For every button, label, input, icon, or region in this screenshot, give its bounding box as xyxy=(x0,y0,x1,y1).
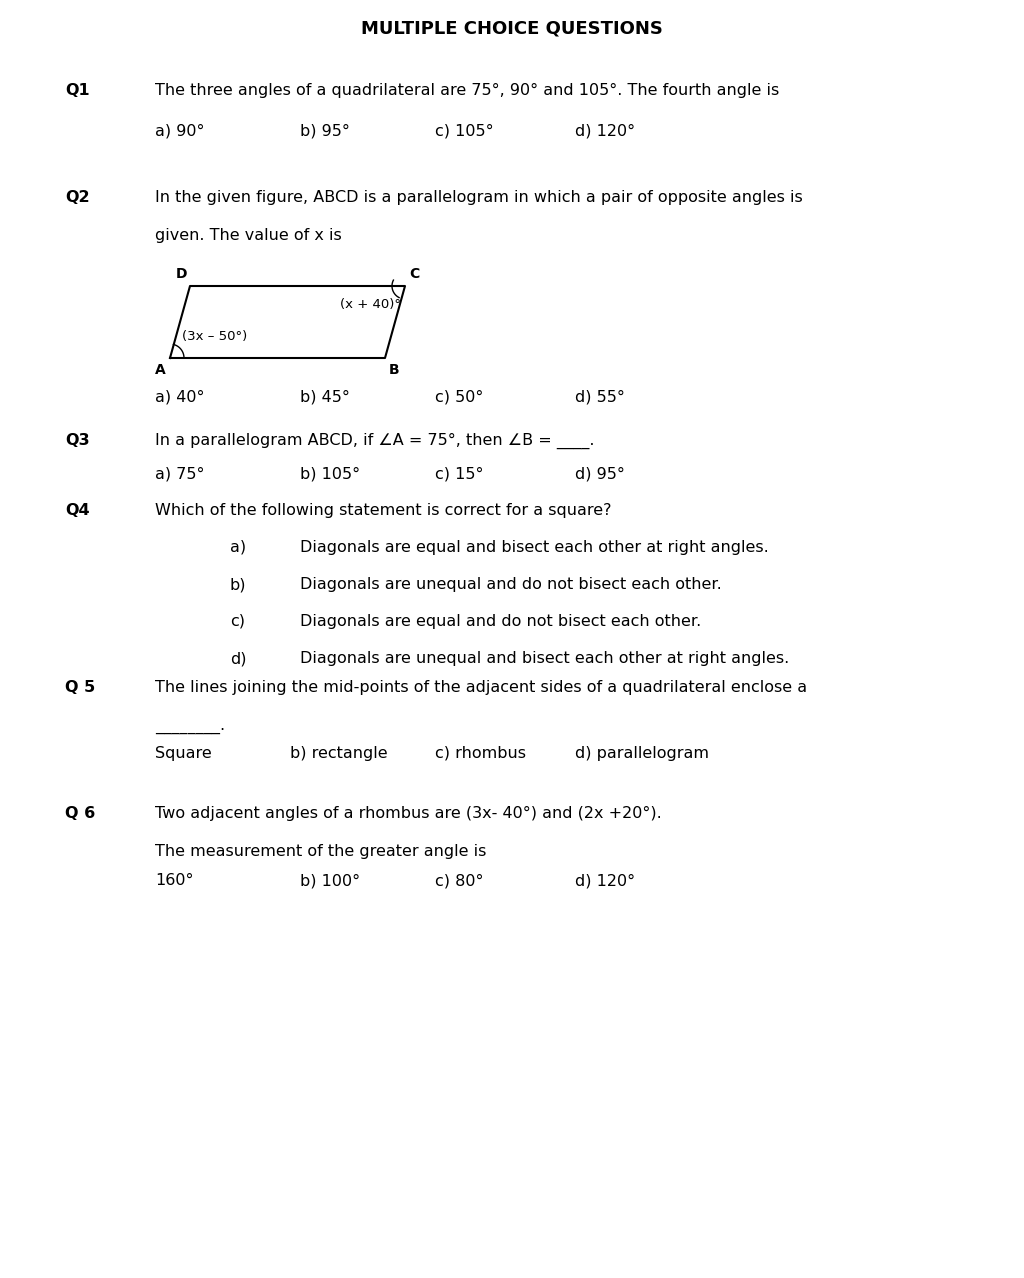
Text: Q3: Q3 xyxy=(65,433,90,449)
Text: c) 80°: c) 80° xyxy=(435,873,483,888)
Text: c) rhombus: c) rhombus xyxy=(435,746,526,760)
Text: a) 90°: a) 90° xyxy=(155,123,205,138)
Text: d) 55°: d) 55° xyxy=(575,390,625,405)
Text: Q2: Q2 xyxy=(65,190,90,204)
Text: a) 40°: a) 40° xyxy=(155,390,205,405)
Text: MULTIPLE CHOICE QUESTIONS: MULTIPLE CHOICE QUESTIONS xyxy=(361,20,663,38)
Text: a) 75°: a) 75° xyxy=(155,466,205,481)
Text: d): d) xyxy=(230,651,247,666)
Text: b): b) xyxy=(230,576,247,592)
Text: The lines joining the mid-points of the adjacent sides of a quadrilateral enclos: The lines joining the mid-points of the … xyxy=(155,680,807,695)
Text: c) 15°: c) 15° xyxy=(435,466,483,481)
Text: Square: Square xyxy=(155,746,212,760)
Text: b) 95°: b) 95° xyxy=(300,123,350,138)
Text: In the given figure, ABCD is a parallelogram in which a pair of opposite angles : In the given figure, ABCD is a parallelo… xyxy=(155,190,803,204)
Text: D: D xyxy=(175,267,187,281)
Text: b) 105°: b) 105° xyxy=(300,466,360,481)
Text: (3x – 50°): (3x – 50°) xyxy=(182,330,247,343)
Text: b) rectangle: b) rectangle xyxy=(290,746,388,760)
Text: Diagonals are unequal and do not bisect each other.: Diagonals are unequal and do not bisect … xyxy=(300,576,722,592)
Text: B: B xyxy=(389,363,399,377)
Text: given. The value of x is: given. The value of x is xyxy=(155,227,342,243)
Text: Q 5: Q 5 xyxy=(65,680,95,695)
Text: Q 6: Q 6 xyxy=(65,806,95,820)
Text: d) 120°: d) 120° xyxy=(575,123,635,138)
Text: Diagonals are equal and do not bisect each other.: Diagonals are equal and do not bisect ea… xyxy=(300,613,701,629)
Text: A: A xyxy=(156,363,166,377)
Text: c) 50°: c) 50° xyxy=(435,390,483,405)
Text: b) 100°: b) 100° xyxy=(300,873,360,888)
Text: d) 120°: d) 120° xyxy=(575,873,635,888)
Text: 160°: 160° xyxy=(155,873,194,888)
Text: c): c) xyxy=(230,613,245,629)
Text: ________.: ________. xyxy=(155,720,225,735)
Text: c) 105°: c) 105° xyxy=(435,123,494,138)
Text: b) 45°: b) 45° xyxy=(300,390,350,405)
Text: Two adjacent angles of a rhombus are (3x- 40°) and (2x +20°).: Two adjacent angles of a rhombus are (3x… xyxy=(155,806,662,820)
Text: The three angles of a quadrilateral are 75°, 90° and 105°. The fourth angle is: The three angles of a quadrilateral are … xyxy=(155,83,779,98)
Text: a): a) xyxy=(230,541,246,555)
Text: (x + 40)°: (x + 40)° xyxy=(340,298,401,311)
Text: Q4: Q4 xyxy=(65,504,90,518)
Text: Q1: Q1 xyxy=(65,83,90,98)
Text: Diagonals are unequal and bisect each other at right angles.: Diagonals are unequal and bisect each ot… xyxy=(300,651,790,666)
Text: In a parallelogram ABCD, if ∠A = 75°, then ∠B = ____.: In a parallelogram ABCD, if ∠A = 75°, th… xyxy=(155,433,595,450)
Text: d) 95°: d) 95° xyxy=(575,466,625,481)
Text: Diagonals are equal and bisect each other at right angles.: Diagonals are equal and bisect each othe… xyxy=(300,541,769,555)
Text: The measurement of the greater angle is: The measurement of the greater angle is xyxy=(155,843,486,859)
Text: C: C xyxy=(409,267,419,281)
Text: Which of the following statement is correct for a square?: Which of the following statement is corr… xyxy=(155,504,611,518)
Text: d) parallelogram: d) parallelogram xyxy=(575,746,709,760)
